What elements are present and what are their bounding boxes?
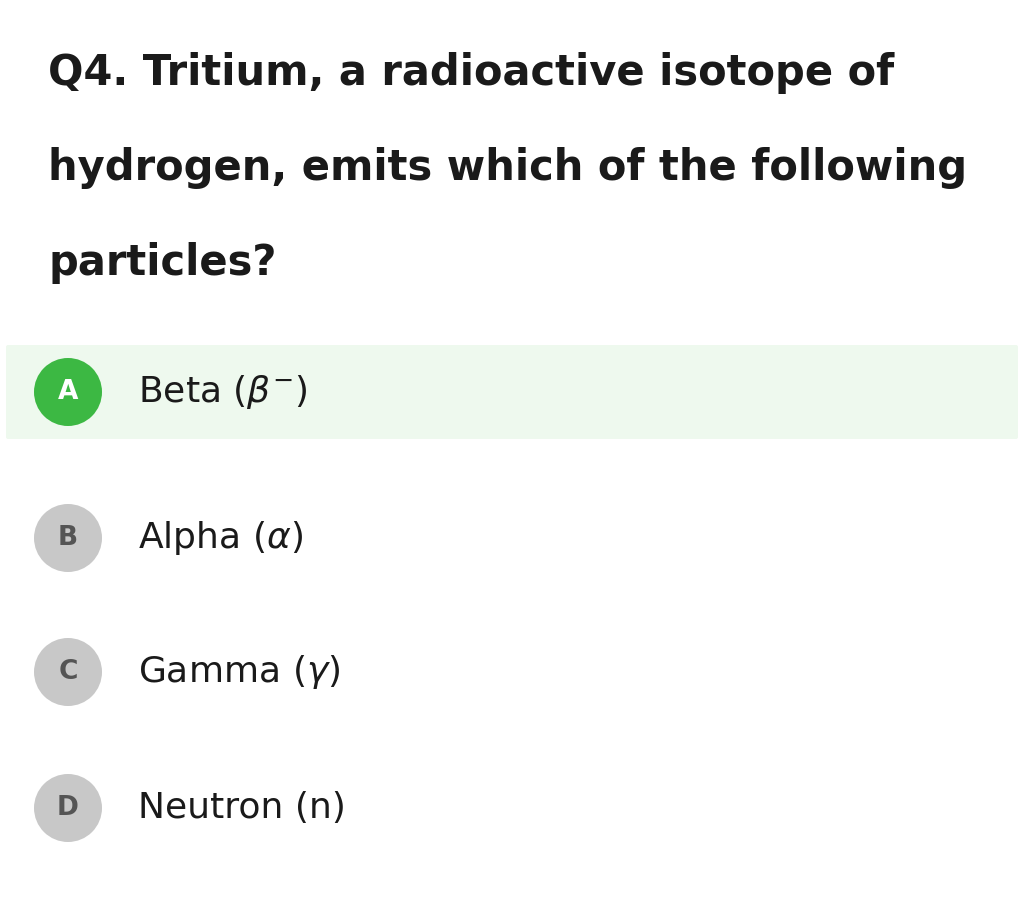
Text: Alpha ($\alpha$): Alpha ($\alpha$) — [138, 519, 303, 557]
Text: A: A — [57, 379, 78, 405]
Text: B: B — [58, 525, 78, 551]
Text: Beta ($\beta^{-}$): Beta ($\beta^{-}$) — [138, 373, 307, 411]
Text: hydrogen, emits which of the following: hydrogen, emits which of the following — [48, 147, 967, 189]
Circle shape — [34, 504, 102, 572]
Text: Neutron (n): Neutron (n) — [138, 791, 346, 825]
Circle shape — [34, 638, 102, 706]
Text: Q4. Tritium, a radioactive isotope of: Q4. Tritium, a radioactive isotope of — [48, 52, 894, 94]
Text: particles?: particles? — [48, 242, 276, 284]
Circle shape — [34, 358, 102, 426]
Circle shape — [34, 774, 102, 842]
Text: Gamma ($\gamma$): Gamma ($\gamma$) — [138, 653, 341, 691]
Text: C: C — [58, 659, 78, 685]
FancyBboxPatch shape — [6, 345, 1018, 439]
Text: D: D — [57, 795, 79, 821]
